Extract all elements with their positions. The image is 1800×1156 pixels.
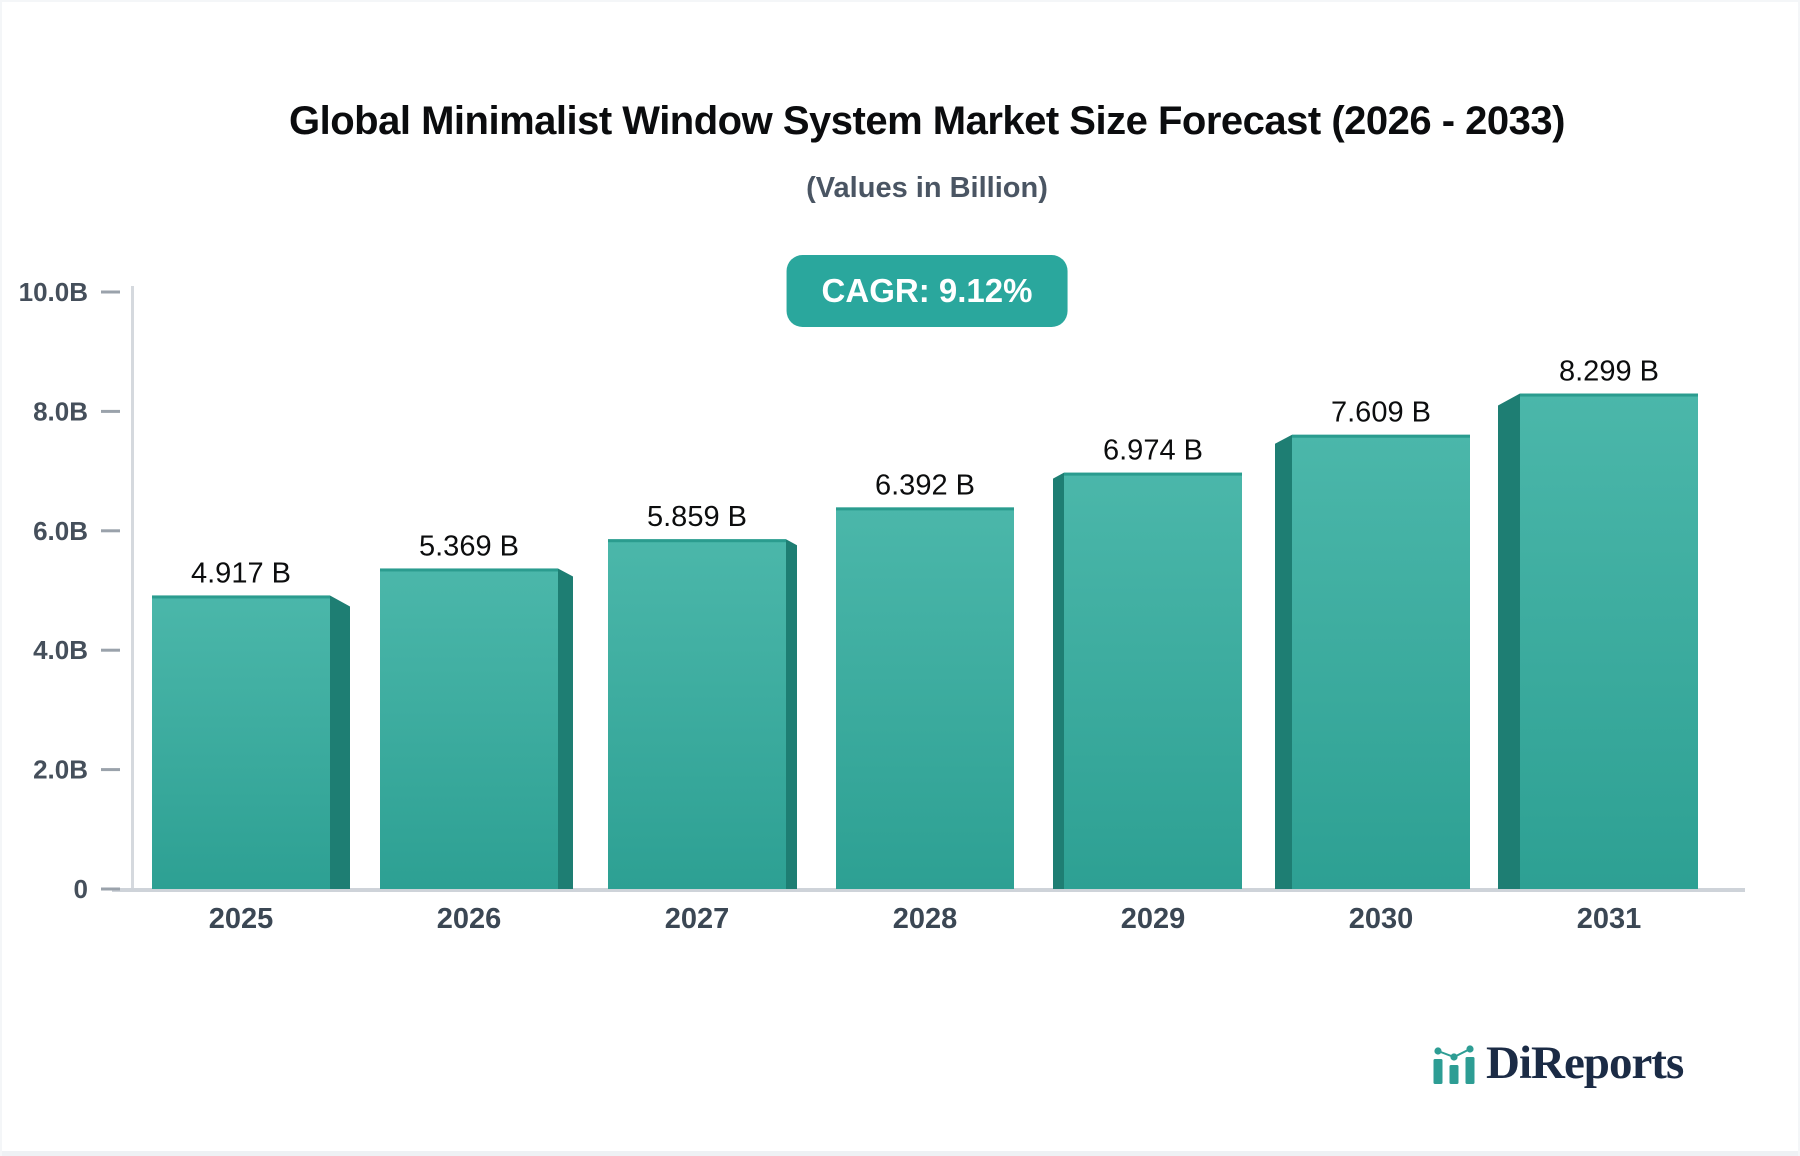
- x-axis-label-2031: 2031: [1577, 903, 1642, 935]
- bar-side-face: [1053, 472, 1064, 889]
- bar-group-2026: 5.369 B 2026: [380, 530, 573, 935]
- bar-value-label: 6.974 B: [1103, 435, 1203, 467]
- y-axis-label: 10.0B: [19, 277, 88, 307]
- y-axis-label: 0: [74, 874, 88, 904]
- bar-2031[interactable]: [1520, 393, 1698, 889]
- x-axis-label-2028: 2028: [893, 903, 958, 935]
- bar-2025[interactable]: [152, 595, 330, 889]
- bar-group-2031: 8.299 B 2031: [1498, 356, 1698, 935]
- y-axis-tick: [101, 529, 120, 533]
- logo-text: DiReports: [1486, 1037, 1684, 1089]
- bottom-strip: [2, 1151, 1798, 1156]
- y-axis-line: [131, 286, 134, 891]
- bar-side-face: [558, 568, 573, 889]
- bar-value-label: 8.299 B: [1559, 356, 1659, 388]
- y-axis-label: 6.0B: [33, 516, 88, 546]
- bar-side-face: [330, 595, 350, 889]
- bar-top-edge: [380, 568, 558, 572]
- x-axis-label-2026: 2026: [437, 903, 502, 935]
- bar-top-edge: [1292, 434, 1470, 438]
- bar-top-edge: [1064, 472, 1242, 476]
- brand-logo[interactable]: DiReports: [1432, 1037, 1684, 1089]
- bar-side-face: [1275, 434, 1292, 889]
- bar-group-2025: 4.917 B 2025: [152, 557, 350, 935]
- bar-2029[interactable]: [1064, 472, 1242, 889]
- bar-group-2029: 6.974 B 2029: [1053, 435, 1242, 935]
- y-axis-tick: [101, 290, 120, 294]
- bar-top-edge: [152, 595, 330, 599]
- bar-2026[interactable]: [380, 568, 558, 889]
- bar-value-label: 7.609 B: [1331, 397, 1431, 429]
- y-axis-label: 8.0B: [33, 396, 88, 426]
- chart-subtitle: (Values in Billion): [806, 172, 1048, 204]
- x-axis-label-2030: 2030: [1349, 903, 1414, 935]
- bar-group-2028: 6.392 B 2028: [836, 469, 1014, 935]
- y-axis-label: 2.0B: [33, 755, 88, 785]
- y-axis-tick: [101, 648, 120, 652]
- x-axis-label-2029: 2029: [1121, 903, 1186, 935]
- bar-group-2027: 5.859 B 2027: [608, 501, 797, 935]
- y-axis-tick: [101, 768, 120, 772]
- bar-2030[interactable]: [1292, 434, 1470, 889]
- y-axis-tick: [101, 887, 120, 891]
- bar-side-face: [786, 539, 797, 889]
- bar-2027[interactable]: [608, 539, 786, 889]
- y-axis-label: 4.0B: [33, 635, 88, 665]
- x-axis-line: [112, 888, 1745, 892]
- bar-group-2030: 7.609 B 2030: [1275, 397, 1470, 935]
- x-axis-label-2027: 2027: [665, 903, 730, 935]
- bar-top-edge: [608, 539, 786, 543]
- bar-value-label: 5.859 B: [647, 501, 747, 533]
- chart-title: Global Minimalist Window System Market S…: [289, 99, 1565, 143]
- bar-value-label: 4.917 B: [191, 557, 291, 589]
- logo-chart-icon: [1433, 1045, 1475, 1084]
- y-axis-tick: [101, 409, 120, 413]
- bar-2028[interactable]: [836, 507, 1014, 889]
- x-axis-label-2025: 2025: [209, 903, 274, 935]
- bar-top-edge: [836, 507, 1014, 511]
- bar-value-label: 5.369 B: [419, 530, 519, 562]
- bar-value-label: 6.392 B: [875, 469, 975, 501]
- cagr-badge: CAGR: 9.12%: [786, 255, 1068, 327]
- bar-side-face: [1498, 393, 1520, 889]
- bar-top-edge: [1520, 393, 1698, 397]
